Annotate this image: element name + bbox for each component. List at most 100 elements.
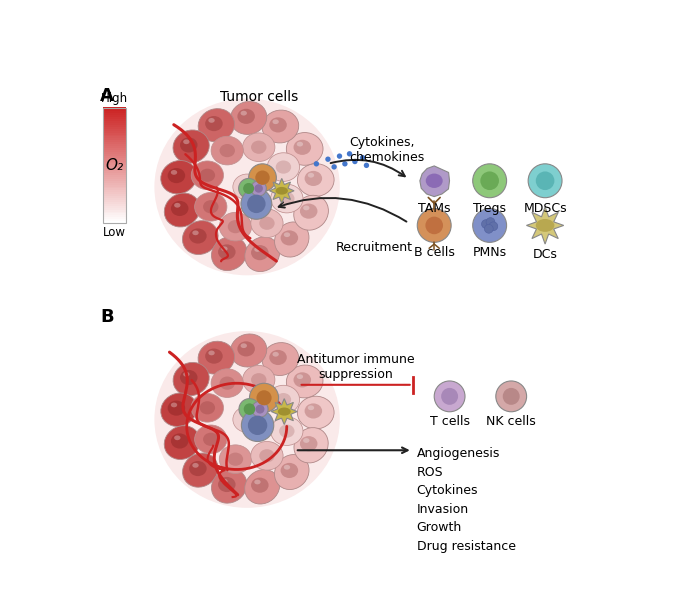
Ellipse shape <box>221 246 228 251</box>
Bar <box>103 111 126 113</box>
Ellipse shape <box>191 161 223 190</box>
Ellipse shape <box>254 480 260 485</box>
Ellipse shape <box>209 118 215 123</box>
Ellipse shape <box>198 109 235 142</box>
Ellipse shape <box>259 216 274 230</box>
Ellipse shape <box>199 168 215 182</box>
Text: Angiogenesis
ROS
Cytokines
Invasion
Growth
Drug resistance: Angiogenesis ROS Cytokines Invasion Grow… <box>416 447 515 553</box>
Text: B: B <box>100 308 113 326</box>
Ellipse shape <box>195 425 227 454</box>
Ellipse shape <box>270 117 287 133</box>
Circle shape <box>441 388 458 405</box>
Bar <box>103 130 126 133</box>
Text: Cytokines,
chemokines: Cytokines, chemokines <box>349 136 425 164</box>
Bar <box>103 209 126 212</box>
Ellipse shape <box>174 435 181 440</box>
Ellipse shape <box>203 433 218 446</box>
Ellipse shape <box>245 237 279 272</box>
Ellipse shape <box>251 373 267 386</box>
Bar <box>103 128 126 131</box>
PathPatch shape <box>270 179 294 203</box>
Ellipse shape <box>262 110 299 143</box>
Circle shape <box>484 224 494 233</box>
Circle shape <box>326 156 330 162</box>
Ellipse shape <box>426 173 442 188</box>
Circle shape <box>536 171 554 190</box>
Circle shape <box>256 170 270 185</box>
Ellipse shape <box>220 144 235 157</box>
Ellipse shape <box>251 478 269 492</box>
Ellipse shape <box>203 200 218 213</box>
Ellipse shape <box>262 342 299 376</box>
Ellipse shape <box>171 170 177 174</box>
Circle shape <box>244 403 256 415</box>
Ellipse shape <box>272 119 279 124</box>
Text: MDSCs: MDSCs <box>524 201 567 215</box>
Ellipse shape <box>294 427 328 463</box>
Bar <box>103 150 126 152</box>
PathPatch shape <box>272 399 298 424</box>
Ellipse shape <box>164 193 200 227</box>
Circle shape <box>489 222 498 230</box>
Ellipse shape <box>211 136 244 165</box>
Ellipse shape <box>281 463 298 478</box>
Ellipse shape <box>279 192 295 205</box>
Ellipse shape <box>171 434 188 449</box>
Bar <box>103 174 126 177</box>
Ellipse shape <box>272 352 279 357</box>
Bar <box>103 167 126 169</box>
Ellipse shape <box>183 372 190 377</box>
Ellipse shape <box>155 331 340 508</box>
Ellipse shape <box>193 230 199 235</box>
Ellipse shape <box>276 393 291 406</box>
Bar <box>103 126 126 129</box>
Ellipse shape <box>251 245 269 260</box>
Bar <box>103 148 126 150</box>
Bar <box>103 151 126 154</box>
Ellipse shape <box>161 393 197 426</box>
Ellipse shape <box>237 341 255 356</box>
Ellipse shape <box>279 424 295 438</box>
Ellipse shape <box>228 220 243 233</box>
Ellipse shape <box>286 365 323 398</box>
Ellipse shape <box>271 184 303 213</box>
Ellipse shape <box>308 406 314 410</box>
Circle shape <box>337 153 342 159</box>
Ellipse shape <box>155 98 340 275</box>
Bar <box>103 217 126 219</box>
Bar <box>103 213 126 215</box>
Bar <box>103 119 126 121</box>
Bar <box>103 115 126 117</box>
Bar <box>103 163 126 165</box>
Bar <box>103 153 126 156</box>
Bar <box>103 157 126 159</box>
Ellipse shape <box>308 173 314 178</box>
Text: Tregs: Tregs <box>473 201 506 215</box>
Ellipse shape <box>180 370 197 385</box>
Ellipse shape <box>297 375 303 379</box>
Bar <box>103 215 126 217</box>
Text: Low: Low <box>103 226 126 239</box>
Text: High: High <box>101 92 128 105</box>
Circle shape <box>496 381 526 412</box>
Ellipse shape <box>281 230 298 246</box>
Text: Recruitment: Recruitment <box>336 241 413 254</box>
Ellipse shape <box>297 142 303 147</box>
Ellipse shape <box>298 396 334 429</box>
Bar <box>103 161 126 164</box>
Ellipse shape <box>237 109 255 124</box>
Ellipse shape <box>251 441 283 470</box>
Bar <box>103 196 126 198</box>
Ellipse shape <box>205 116 223 131</box>
Ellipse shape <box>209 351 215 355</box>
Ellipse shape <box>303 206 309 210</box>
Ellipse shape <box>167 401 186 416</box>
Circle shape <box>482 219 490 229</box>
Text: PMNs: PMNs <box>473 246 507 259</box>
Bar <box>103 109 126 111</box>
Circle shape <box>503 388 519 405</box>
Circle shape <box>239 179 259 198</box>
Ellipse shape <box>161 161 197 194</box>
Circle shape <box>473 164 507 198</box>
Text: A: A <box>100 87 114 105</box>
